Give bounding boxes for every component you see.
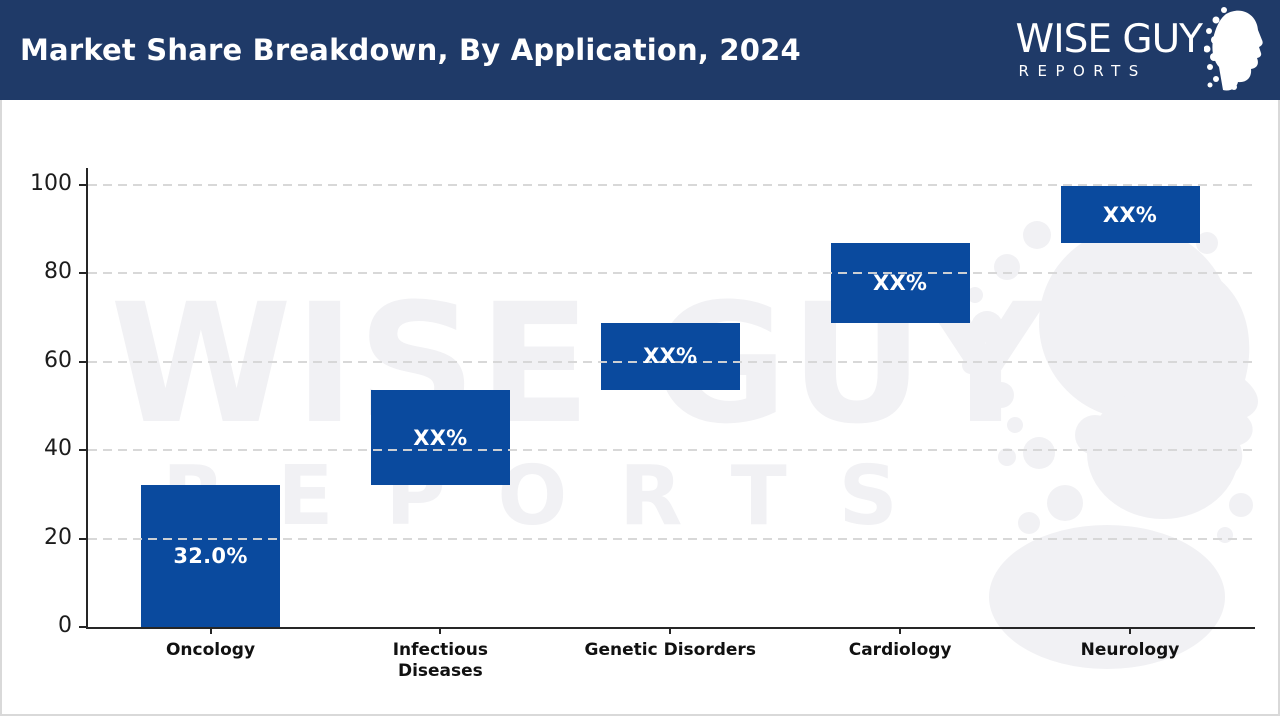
x-tick-oncology (209, 627, 212, 634)
logo-reports-label: REPORTS (1018, 62, 1147, 80)
page-left-border (0, 100, 2, 716)
x-tick-neurology (1129, 627, 1131, 634)
wise-guy-logo: WISE GUY REPORTS (1016, 7, 1266, 93)
y-tick-label-40: 40 (44, 436, 72, 461)
y-tick-80 (79, 272, 87, 274)
bar-value-label-infectious-diseases: XX% (413, 425, 468, 450)
x-tick-cardiology (899, 627, 902, 634)
gridline-y80 (88, 272, 1255, 274)
y-tick-label-0: 0 (58, 613, 72, 638)
y-axis-line (86, 168, 88, 629)
bar-value-label-genetic-disorders: XX% (643, 344, 698, 369)
y-tick-label-100: 100 (30, 170, 72, 196)
bar-infectious-diseases (370, 390, 510, 486)
x-tick-infectious-diseases (439, 627, 442, 634)
y-tick-40 (79, 449, 87, 451)
page-right-border (1278, 100, 1280, 716)
bar-value-label-cardiology: XX% (872, 270, 928, 295)
bar-neurology (1060, 186, 1200, 243)
x-label-infectious-diseases: Infectious Diseases (392, 640, 489, 682)
x-axis-line (86, 627, 1255, 629)
logo-wordmark: WISE GUY (1015, 17, 1203, 62)
page-title: Market Share Breakdown, By Application, … (20, 33, 801, 67)
y-tick-label-80: 80 (44, 259, 72, 284)
page-bottom-border (0, 714, 1280, 716)
bar-cardiology (830, 242, 970, 323)
logo-text: WISE GUY REPORTS (1015, 17, 1203, 80)
bar-oncology (141, 485, 280, 627)
y-tick-20 (79, 537, 87, 540)
bar-genetic-disorders (600, 322, 740, 391)
watermark-reports: REPORTS (162, 449, 950, 545)
gridline-y40 (88, 449, 1255, 451)
gridline-y100 (88, 183, 1255, 186)
bar-value-label-neurology: XX% (1102, 202, 1158, 227)
logo-head-dots-icon (1204, 7, 1263, 91)
x-label-genetic-disorders: Genetic Disorders (584, 640, 756, 660)
x-label-cardiology: Cardiology (848, 640, 952, 660)
y-tick-100 (79, 183, 87, 186)
y-tick-label-60: 60 (44, 347, 72, 373)
header: Market Share Breakdown, By Application, … (0, 0, 1280, 100)
x-tick-genetic-disorders (669, 627, 672, 634)
y-tick-60 (79, 360, 87, 363)
x-label-oncology: Oncology (165, 640, 256, 660)
x-label-neurology: Neurology (1080, 640, 1180, 660)
bar-value-label-oncology: 32.0% (173, 544, 248, 569)
y-tick-0 (79, 626, 87, 628)
y-tick-label-20: 20 (44, 524, 72, 550)
gridline-y20 (88, 537, 1255, 540)
gridline-y60 (88, 360, 1255, 363)
